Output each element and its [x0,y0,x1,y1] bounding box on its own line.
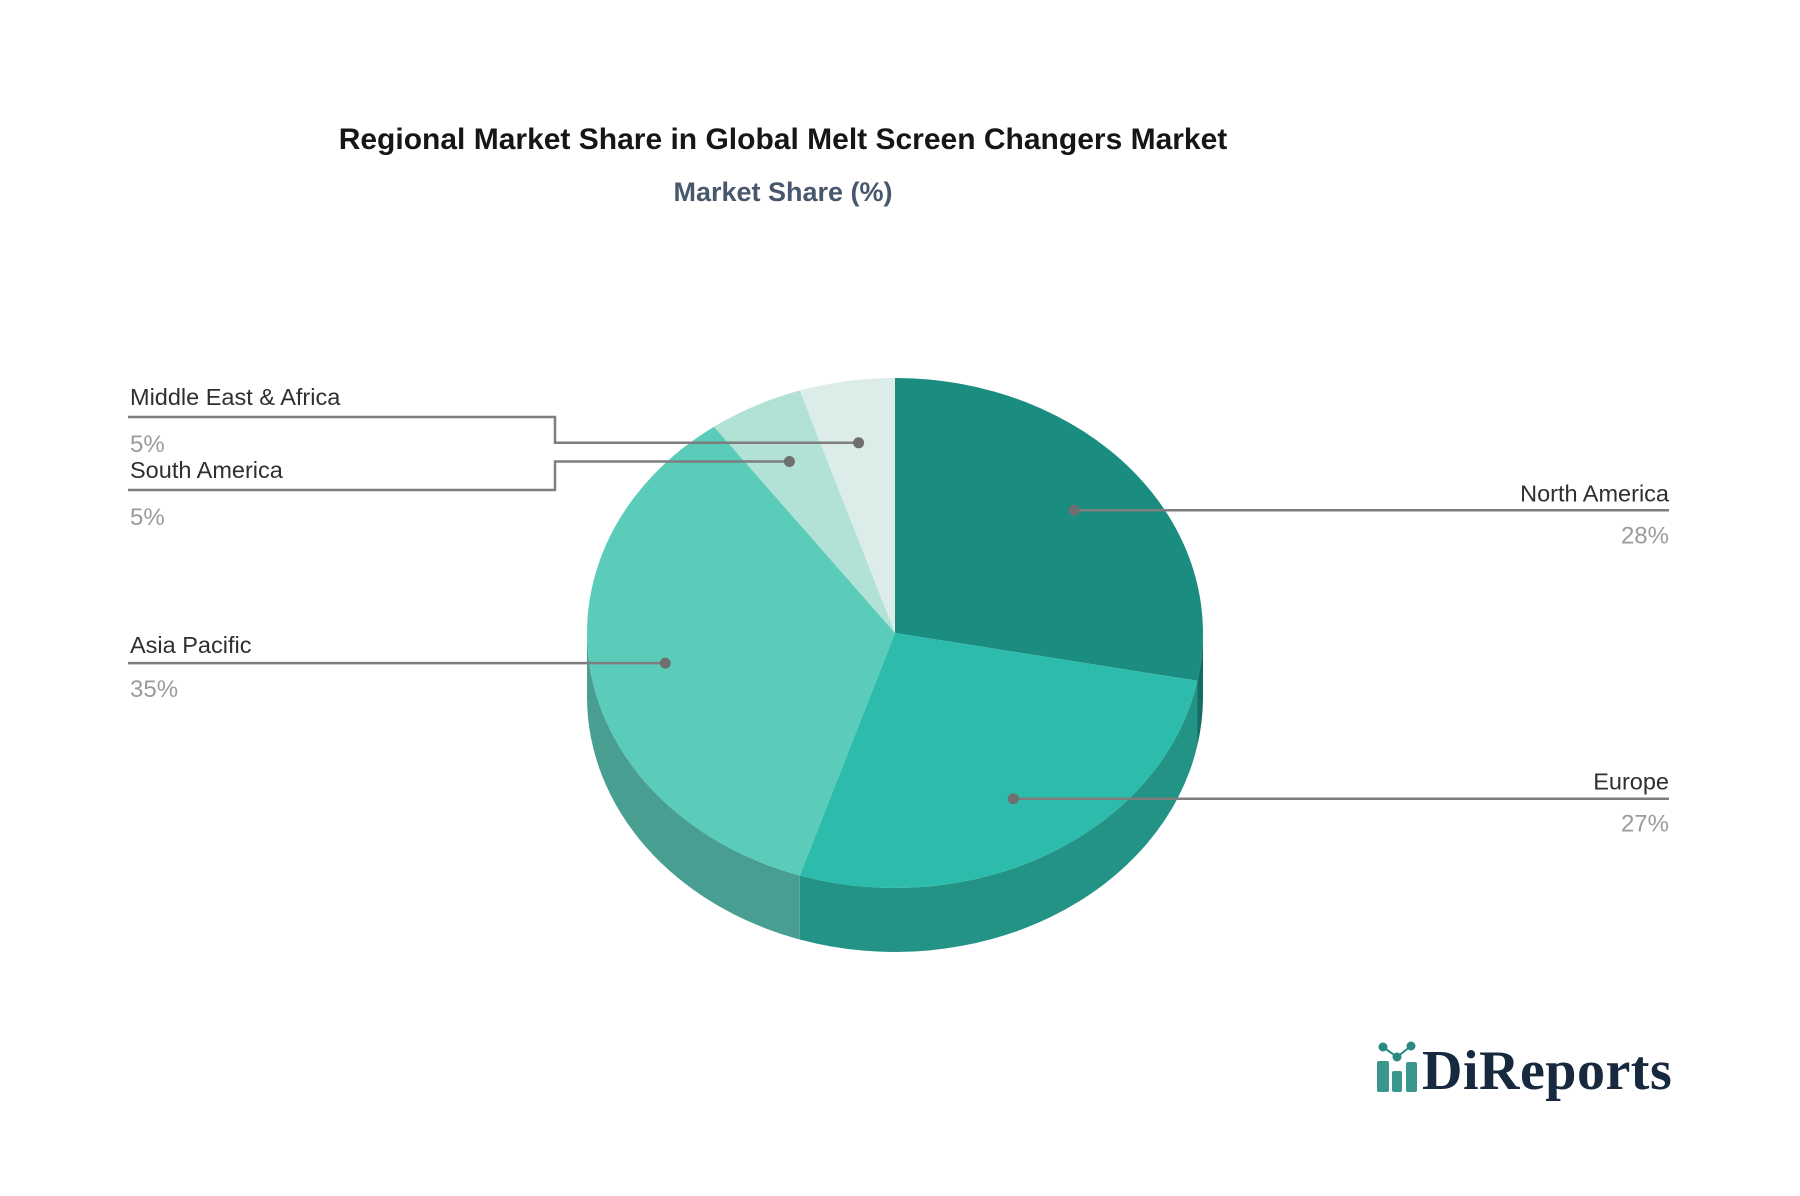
pie-slice-asia-pacific[interactable] [587,426,895,876]
brand-logo: DiReports [1374,1038,1704,1118]
label-north-america: North America [1520,480,1670,506]
label-asia-pacific: Asia Pacific [130,632,252,658]
value-europe: 27% [1621,811,1669,838]
chart-title: Regional Market Share in Global Melt Scr… [338,123,1228,156]
label-dot-middle-east-and-africa [853,437,865,449]
pie-slice-europe[interactable] [799,633,1198,888]
label-dot-asia-pacific [659,657,671,669]
label-dot-europe [1007,793,1019,805]
pie-slice-europe-side [799,680,1198,952]
label-line-middle-east-and-africa [128,415,859,445]
brand-logo-icon [1377,1041,1417,1092]
brand-logo-text: DiReports [1422,1040,1673,1102]
value-middle-east-and-africa: 5% [130,431,165,458]
label-dot-north-america [1068,504,1080,516]
chart-subtitle: Market Share (%) [673,177,893,207]
value-north-america: 28% [1621,522,1669,549]
label-dot-south-america [783,456,795,467]
pie-slice-north-america-side [1197,633,1203,745]
label-line-south-america [128,460,790,492]
value-south-america: 5% [130,504,165,531]
label-europe: Europe [1593,769,1669,795]
pie-slice-south-america[interactable] [714,390,895,634]
pie-slice-north-america[interactable] [895,378,1203,681]
pie-slice-asia-pacific-side [587,633,800,940]
label-middle-east-and-africa: Middle East & Africa [130,384,341,410]
label-south-america: South America [130,457,284,483]
value-asia-pacific: 35% [130,676,178,703]
